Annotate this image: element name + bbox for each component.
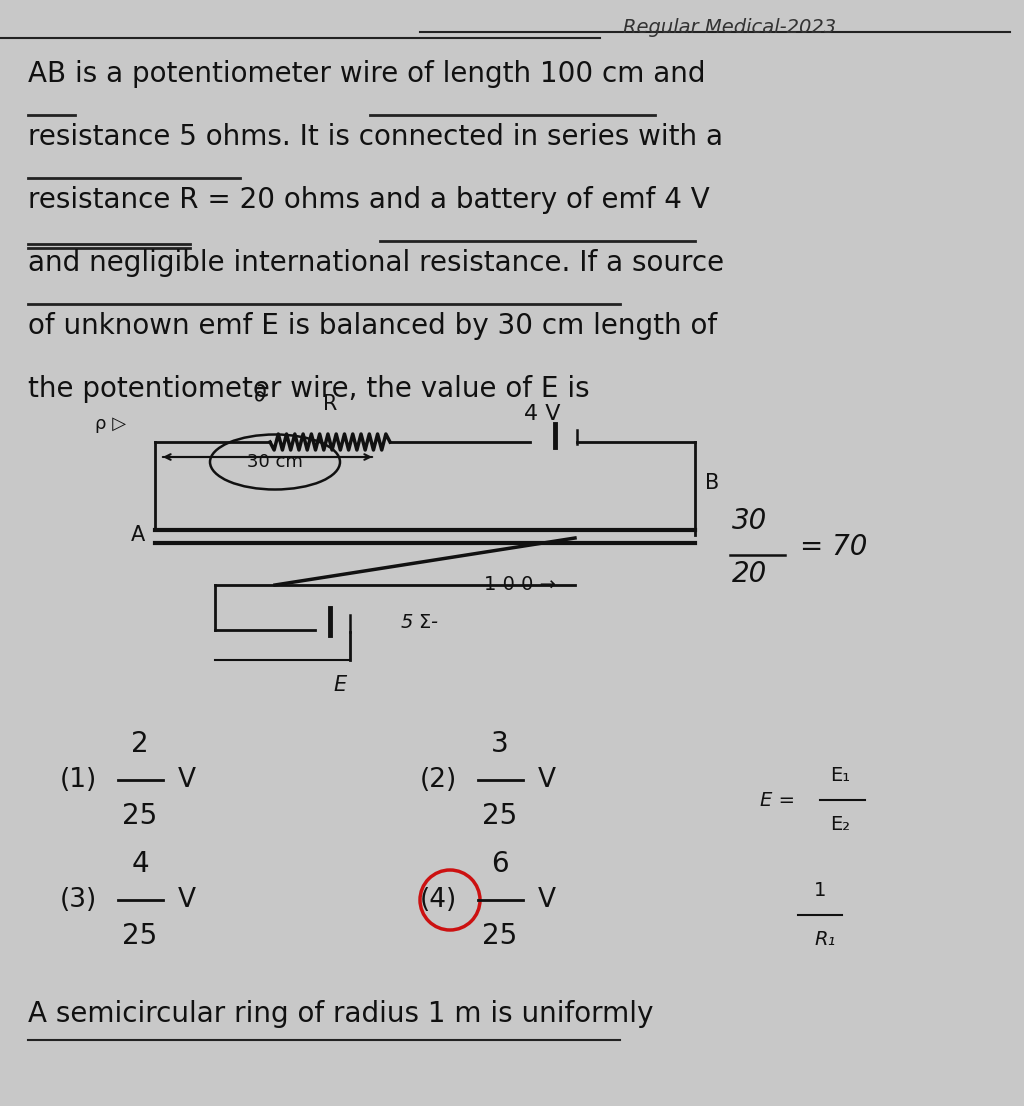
Text: (4): (4) (420, 887, 458, 912)
Text: 30: 30 (732, 507, 768, 535)
Text: ∂: ∂ (254, 382, 266, 406)
Text: 25: 25 (482, 802, 517, 830)
Text: = 70: = 70 (800, 533, 867, 561)
Text: (1): (1) (60, 766, 97, 793)
Text: 30 cm: 30 cm (247, 453, 303, 471)
Text: E₁: E₁ (829, 766, 850, 785)
Text: V: V (538, 766, 556, 793)
Text: (3): (3) (60, 887, 97, 912)
Text: 20: 20 (732, 560, 768, 588)
Text: E =: E = (760, 791, 795, 810)
Text: 1: 1 (814, 881, 826, 900)
Text: 25: 25 (482, 922, 517, 950)
Text: ρ ▷: ρ ▷ (95, 415, 126, 434)
Text: Regular Medical-2023: Regular Medical-2023 (624, 18, 837, 36)
Text: 25: 25 (123, 922, 158, 950)
Text: (2): (2) (420, 766, 458, 793)
Text: 6: 6 (492, 851, 509, 878)
Text: B: B (705, 473, 719, 493)
Text: resistance R = 20 ohms and a battery of emf 4 V: resistance R = 20 ohms and a battery of … (28, 186, 710, 213)
Text: 5 $\Sigma$-: 5 $\Sigma$- (400, 613, 439, 632)
Text: 25: 25 (123, 802, 158, 830)
Text: V: V (178, 766, 196, 793)
Text: A: A (131, 525, 145, 545)
Text: V: V (538, 887, 556, 912)
Text: of unknown emf E is balanced by 30 cm length of: of unknown emf E is balanced by 30 cm le… (28, 312, 717, 340)
Text: E₂: E₂ (829, 815, 850, 834)
Text: V: V (178, 887, 196, 912)
Text: resistance 5 ohms. It is connected in series with a: resistance 5 ohms. It is connected in se… (28, 123, 723, 152)
Text: the potentiometer wire, the value of E is: the potentiometer wire, the value of E i… (28, 375, 590, 403)
Text: 3: 3 (492, 730, 509, 758)
Text: 4: 4 (131, 851, 148, 878)
Text: R: R (323, 394, 337, 414)
Text: E: E (334, 675, 347, 695)
Text: and negligible international resistance. If a source: and negligible international resistance.… (28, 249, 724, 276)
Text: R₁: R₁ (814, 930, 836, 949)
Text: 2: 2 (131, 730, 148, 758)
Text: 4 V: 4 V (523, 404, 560, 424)
Text: A semicircular ring of radius 1 m is uniformly: A semicircular ring of radius 1 m is uni… (28, 1000, 653, 1027)
Text: 1 0 0 →: 1 0 0 → (484, 575, 556, 595)
Text: AB is a potentiometer wire of length 100 cm and: AB is a potentiometer wire of length 100… (28, 60, 706, 88)
